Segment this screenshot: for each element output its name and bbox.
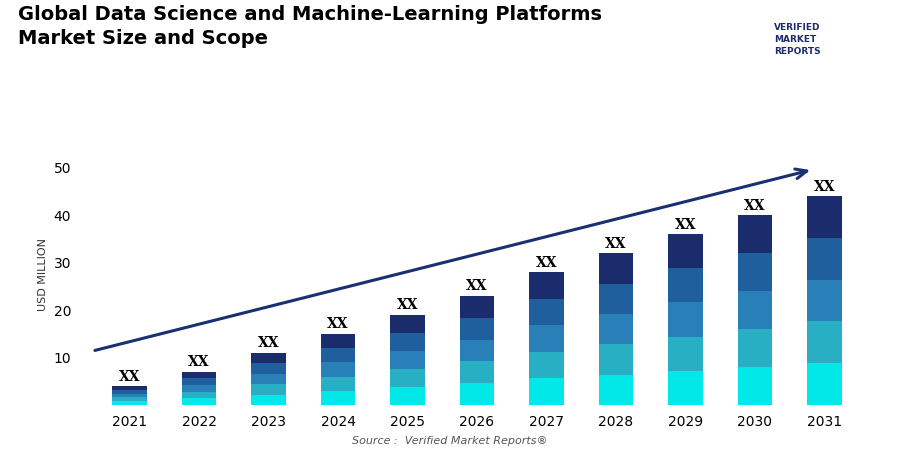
Text: XX: XX xyxy=(397,298,418,312)
Bar xyxy=(737,253,772,291)
Bar xyxy=(668,268,703,302)
Bar xyxy=(807,280,842,321)
Text: XX: XX xyxy=(466,279,488,293)
Bar xyxy=(668,337,703,371)
Text: VMR: VMR xyxy=(713,40,754,58)
Bar xyxy=(529,325,563,352)
Bar xyxy=(391,315,425,333)
Bar xyxy=(320,362,356,377)
Bar xyxy=(112,386,147,390)
Bar xyxy=(598,314,634,344)
Bar xyxy=(391,333,425,351)
Bar xyxy=(251,374,286,384)
Text: Source :  Verified Market Reports®: Source : Verified Market Reports® xyxy=(352,436,548,446)
Text: Global Data Science and Machine-Learning Platforms
Market Size and Scope: Global Data Science and Machine-Learning… xyxy=(18,4,602,49)
Bar xyxy=(320,348,356,362)
Text: XX: XX xyxy=(328,317,349,332)
Text: XX: XX xyxy=(744,199,766,213)
Bar xyxy=(460,339,494,361)
Bar xyxy=(182,385,217,392)
Bar xyxy=(807,196,842,238)
Text: XX: XX xyxy=(814,180,835,194)
Bar xyxy=(112,397,147,401)
Text: XX: XX xyxy=(257,337,279,351)
Bar xyxy=(112,401,147,405)
Bar xyxy=(182,398,217,405)
Bar xyxy=(460,318,494,339)
Bar xyxy=(391,369,425,387)
Bar xyxy=(391,387,425,405)
Bar xyxy=(251,353,286,363)
Bar xyxy=(598,284,634,314)
Bar xyxy=(251,395,286,405)
Bar xyxy=(460,296,494,318)
Bar xyxy=(668,302,703,337)
Bar xyxy=(182,392,217,398)
Bar xyxy=(460,361,494,383)
Bar xyxy=(182,378,217,385)
Bar xyxy=(737,367,772,405)
Text: XX: XX xyxy=(675,218,697,232)
Bar xyxy=(529,352,563,378)
Bar xyxy=(391,351,425,369)
Y-axis label: USD MILLION: USD MILLION xyxy=(38,238,48,311)
Bar xyxy=(737,291,772,329)
Bar xyxy=(807,238,842,280)
Bar xyxy=(737,329,772,367)
Bar xyxy=(598,375,634,405)
Bar xyxy=(598,344,634,375)
Bar xyxy=(807,321,842,363)
Bar xyxy=(320,377,356,391)
Bar xyxy=(668,234,703,268)
Text: XX: XX xyxy=(536,256,557,270)
Text: VERIFIED
MARKET
REPORTS: VERIFIED MARKET REPORTS xyxy=(774,22,821,57)
Bar xyxy=(251,384,286,395)
Bar xyxy=(460,383,494,405)
Bar xyxy=(668,371,703,405)
Bar xyxy=(251,363,286,374)
Bar xyxy=(182,372,217,378)
Bar xyxy=(112,394,147,397)
Bar xyxy=(529,378,563,405)
Bar xyxy=(807,363,842,405)
Bar xyxy=(320,334,356,348)
Text: XX: XX xyxy=(119,369,140,384)
Bar xyxy=(529,299,563,325)
Bar xyxy=(598,253,634,284)
Bar xyxy=(737,215,772,253)
Text: XX: XX xyxy=(188,356,210,369)
Text: XX: XX xyxy=(605,237,626,251)
Bar xyxy=(320,391,356,405)
Bar xyxy=(529,272,563,299)
Bar xyxy=(112,390,147,394)
